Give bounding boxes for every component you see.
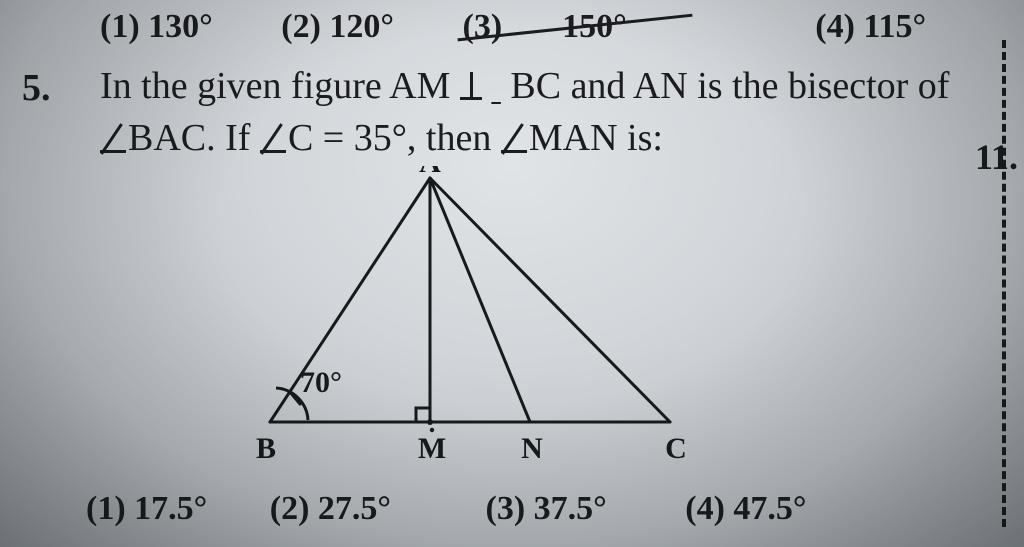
svg-text:M: M (418, 432, 446, 465)
prev-opt-4: (4) 115° (815, 8, 926, 46)
svg-text:A: A (419, 166, 441, 179)
svg-text:70°: 70° (300, 366, 342, 399)
prev-options-row: (1) 130° (2) 120° (3) 150° (4) 115° (100, 8, 986, 46)
question-number: 5. (22, 66, 51, 110)
prev-opt-3-struck: (3) 150° (463, 8, 687, 46)
prev-opt-1: (1) 130° (100, 8, 213, 46)
next-question-number: 11. (975, 136, 1018, 178)
opt-2: (2) 27.5° (270, 490, 391, 528)
opt-1: (1) 17.5° (86, 490, 207, 528)
svg-text:N: N (521, 432, 543, 465)
triangle-figure: 70° A B M N C (240, 166, 700, 476)
svg-text:B: B (256, 432, 276, 465)
page: (1) 130° (2) 120° (3) 150° (4) 115° 5. I… (0, 0, 1024, 547)
opt-3: (3) 37.5° (486, 490, 607, 528)
prev-opt-3: (3) 150° (463, 8, 747, 46)
question-line-2: BAC. If C = 35°, then MAN is: (100, 116, 663, 160)
page-divider (1002, 40, 1006, 527)
angle-icon (100, 127, 126, 153)
angle-icon (501, 127, 527, 153)
opt-4: (4) 47.5° (685, 490, 806, 528)
question-line-1: In the given figure AM BC and AN is the … (100, 64, 949, 108)
svg-text:C: C (665, 432, 687, 465)
angle-icon (260, 127, 286, 153)
triangle-svg: 70° A B M N C (240, 166, 700, 476)
prev-opt-2: (2) 120° (281, 8, 394, 46)
perpendicular-icon (460, 72, 482, 100)
options-row: (1) 17.5° (2) 27.5° (3) 37.5° (4) 47.5° (86, 490, 807, 528)
